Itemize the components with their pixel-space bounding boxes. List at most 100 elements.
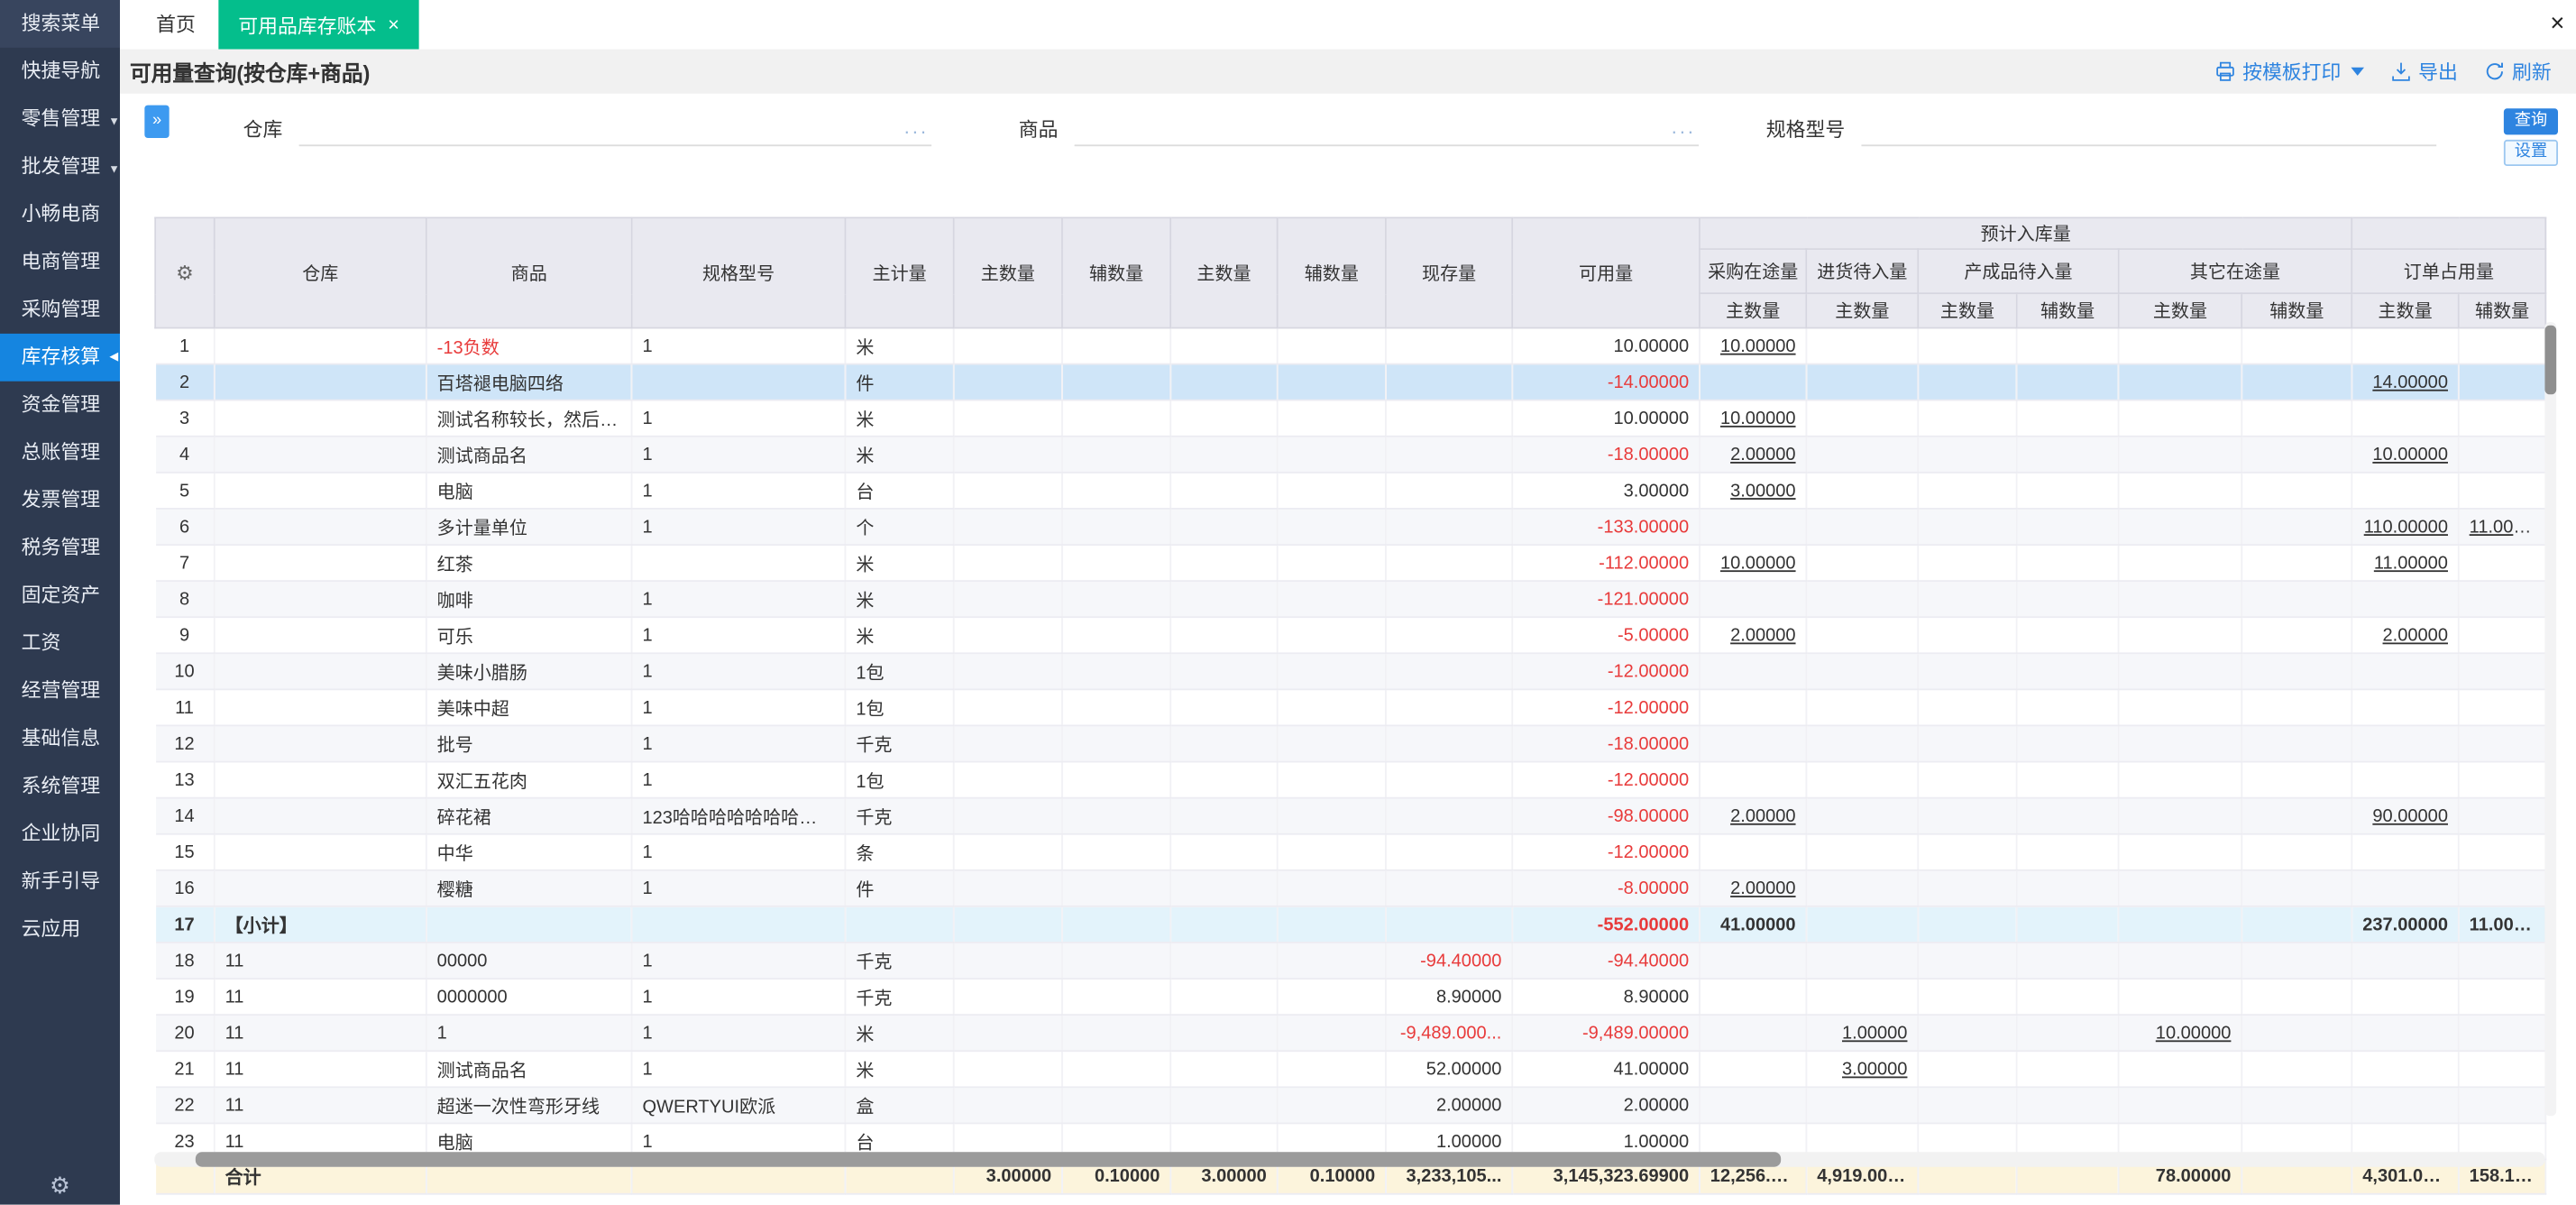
drill-link[interactable]: 11.00000: [2458, 508, 2547, 546]
sidebar-item-企业协同[interactable]: 企业协同: [0, 810, 120, 858]
warehouse-input[interactable]: ···: [298, 112, 932, 147]
sidebar-item-新手引导[interactable]: 新手引导: [0, 858, 120, 906]
sidebar-item-系统管理[interactable]: 系统管理: [0, 762, 120, 810]
drill-link[interactable]: 2.00000: [2351, 617, 2460, 655]
drill-link[interactable]: 10.00000: [2351, 436, 2460, 474]
sidebar-item-电商管理[interactable]: 电商管理: [0, 238, 120, 286]
table-row[interactable]: 8 咖啡 1 米 -121.00000: [155, 581, 2547, 619]
table-row[interactable]: 16 樱糖 1 件 -8.00000 2.00000: [155, 869, 2547, 907]
subtotal-row[interactable]: 17 【小计】 -552.00000 41.00000 237.00000 11.0000…: [155, 906, 2547, 943]
sidebar-item-库存核算[interactable]: 库存核算 ◀: [0, 333, 121, 382]
table-row[interactable]: 12 批号 1 千克 -18.00000: [155, 725, 2547, 763]
query-button[interactable]: 查询: [2503, 108, 2559, 135]
collapse-panel-icon[interactable]: »: [144, 105, 170, 139]
drill-link[interactable]: 2.00000: [1699, 436, 1808, 474]
col-header[interactable]: 仓库: [213, 216, 427, 329]
table-row[interactable]: 9 可乐 1 米 -5.00000 2.00000 2.00000: [155, 617, 2547, 655]
drill-link[interactable]: 10.00000: [2118, 1015, 2243, 1053]
table-row[interactable]: 18 11 00000 1 千克 -94.40000 -94.40000: [155, 942, 2547, 980]
table-row[interactable]: 1 -13负数 1 米 10.00000 10.00000: [155, 327, 2547, 365]
horizontal-scrollbar[interactable]: [154, 1152, 2545, 1167]
drill-link[interactable]: 110.00000: [2351, 508, 2460, 546]
chevron-down-icon[interactable]: [2351, 67, 2364, 76]
table-row[interactable]: 20 11 1 1 米 -9,489.000... -9,489.00000 1.00000 1…: [155, 1015, 2547, 1053]
sidebar-item-税务管理[interactable]: 税务管理: [0, 524, 120, 572]
refresh-button[interactable]: 刷新: [2484, 58, 2552, 86]
sub-header[interactable]: 主数量: [1699, 292, 1808, 329]
table-row[interactable]: 2 百塔褪电脑四络 件 -14.00000 14.00000: [155, 363, 2547, 401]
spec-input[interactable]: [1861, 112, 2437, 147]
grid-gear-icon[interactable]: ⚙: [176, 261, 194, 285]
sidebar-item-快捷导航[interactable]: 快捷导航: [0, 48, 120, 96]
col-header[interactable]: 主数量: [1169, 216, 1279, 329]
col-header[interactable]: 其它在途量: [2117, 248, 2353, 295]
drill-link[interactable]: 2.00000: [1699, 617, 1808, 655]
col-header[interactable]: 规格型号: [630, 216, 847, 329]
sidebar-item-资金管理[interactable]: 资金管理: [0, 382, 120, 429]
print-button[interactable]: 按模板打印: [2214, 58, 2364, 86]
ellipsis-picker-icon[interactable]: ···: [1671, 120, 1696, 143]
drill-link[interactable]: 10.00000: [1699, 400, 1808, 437]
horizontal-scrollbar-thumb[interactable]: [195, 1152, 1782, 1167]
close-tab-icon[interactable]: ×: [388, 13, 399, 37]
table-row[interactable]: 21 11 测试商品名 1 米 52.00000 41.00000 3.00000: [155, 1051, 2547, 1089]
sidebar-item-零售管理[interactable]: 零售管理 ▼: [0, 96, 120, 143]
export-button[interactable]: 导出: [2390, 58, 2458, 86]
sidebar-item-采购管理[interactable]: 采购管理: [0, 286, 120, 334]
table-row[interactable]: 5 电脑 1 台 3.00000 3.00000: [155, 472, 2547, 510]
goods-input[interactable]: ···: [1074, 112, 1700, 147]
sidebar-item-总账管理[interactable]: 总账管理: [0, 429, 120, 477]
table-row[interactable]: 13 双汇五花肉 1 1包 -12.00000: [155, 761, 2547, 799]
sidebar-item-固定资产[interactable]: 固定资产: [0, 572, 120, 620]
tab-active[interactable]: 可用品库存账本 ×: [218, 0, 419, 50]
table-row[interactable]: 7 红茶 米 -112.00000 10.00000 11.00000: [155, 545, 2547, 583]
sub-header[interactable]: 辅数量: [2457, 292, 2547, 329]
close-window-icon[interactable]: ×: [2550, 9, 2565, 38]
col-header[interactable]: 可用量: [1511, 216, 1701, 329]
drill-link[interactable]: 11.00000: [2351, 545, 2460, 583]
col-header[interactable]: 现存量: [1385, 216, 1514, 329]
vertical-scrollbar-thumb[interactable]: [2544, 325, 2557, 395]
table-row[interactable]: 14 碎花裙123哈哈哈哈哈哈哈哈哈哈哈...千克 -98.000002.00000…: [155, 797, 2547, 835]
drill-link[interactable]: 10.00000: [1699, 545, 1808, 583]
drill-link[interactable]: 1.00000: [1806, 1015, 1920, 1053]
sidebar-item-云应用[interactable]: 云应用: [0, 906, 120, 953]
sub-header[interactable]: 辅数量: [2015, 292, 2120, 329]
col-header[interactable]: 辅数量: [1276, 216, 1387, 329]
drill-link[interactable]: 3.00000: [1699, 472, 1808, 510]
sub-header[interactable]: 主数量: [1917, 292, 2018, 329]
sub-header[interactable]: 主数量: [2117, 292, 2243, 329]
col-header[interactable]: 辅数量: [1061, 216, 1172, 329]
sub-header[interactable]: 辅数量: [2241, 292, 2353, 329]
col-header[interactable]: 进货待入量: [1805, 248, 1920, 295]
vertical-scrollbar[interactable]: [2544, 322, 2557, 1117]
drill-link[interactable]: 14.00000: [2351, 363, 2460, 401]
col-header[interactable]: 商品: [425, 216, 633, 329]
col-header[interactable]: 主数量: [952, 216, 1063, 329]
ellipsis-picker-icon[interactable]: ···: [903, 120, 929, 143]
table-row[interactable]: 10 美味小腊肠 1 1包 -12.00000: [155, 653, 2547, 691]
table-row[interactable]: 19 11 0000000 1 千克 8.90000 8.90000: [155, 979, 2547, 1016]
col-header[interactable]: 采购在途量: [1699, 248, 1808, 295]
sidebar-item-小畅电商[interactable]: 小畅电商: [0, 190, 120, 238]
tab-home[interactable]: 首页: [156, 13, 196, 37]
gear-icon[interactable]: ⚙: [50, 1172, 70, 1199]
drill-link[interactable]: 90.00000: [2351, 797, 2460, 835]
sidebar-item-批发管理[interactable]: 批发管理 ▼: [0, 143, 120, 191]
settings-button[interactable]: 设置: [2503, 139, 2559, 167]
table-row[interactable]: 11 美味中超 1 1包 -12.00000: [155, 689, 2547, 727]
drill-link[interactable]: 2.00000: [1699, 869, 1808, 907]
sidebar-item-搜索菜单[interactable]: 搜索菜单: [0, 0, 121, 48]
sidebar-item-基础信息[interactable]: 基础信息: [0, 715, 120, 763]
sidebar-item-经营管理[interactable]: 经营管理: [0, 667, 120, 715]
sub-header[interactable]: 主数量: [2351, 292, 2460, 329]
col-header[interactable]: 产成品待入量: [1917, 248, 2120, 295]
table-row[interactable]: 22 11 超迷一次性弯形牙线 QWERTYUI欧派盒 2.00000 2.00000: [155, 1087, 2547, 1125]
drill-link[interactable]: 10.00000: [1699, 327, 1808, 365]
drill-link[interactable]: 2.00000: [1699, 797, 1808, 835]
col-header[interactable]: 订单占用量: [2351, 248, 2547, 295]
table-row[interactable]: 6 多计量单位 1 个 -133.00000 110.00000 11.00000: [155, 508, 2547, 546]
drill-link[interactable]: 3.00000: [1806, 1051, 1920, 1089]
col-header[interactable]: 主计量: [844, 216, 955, 329]
